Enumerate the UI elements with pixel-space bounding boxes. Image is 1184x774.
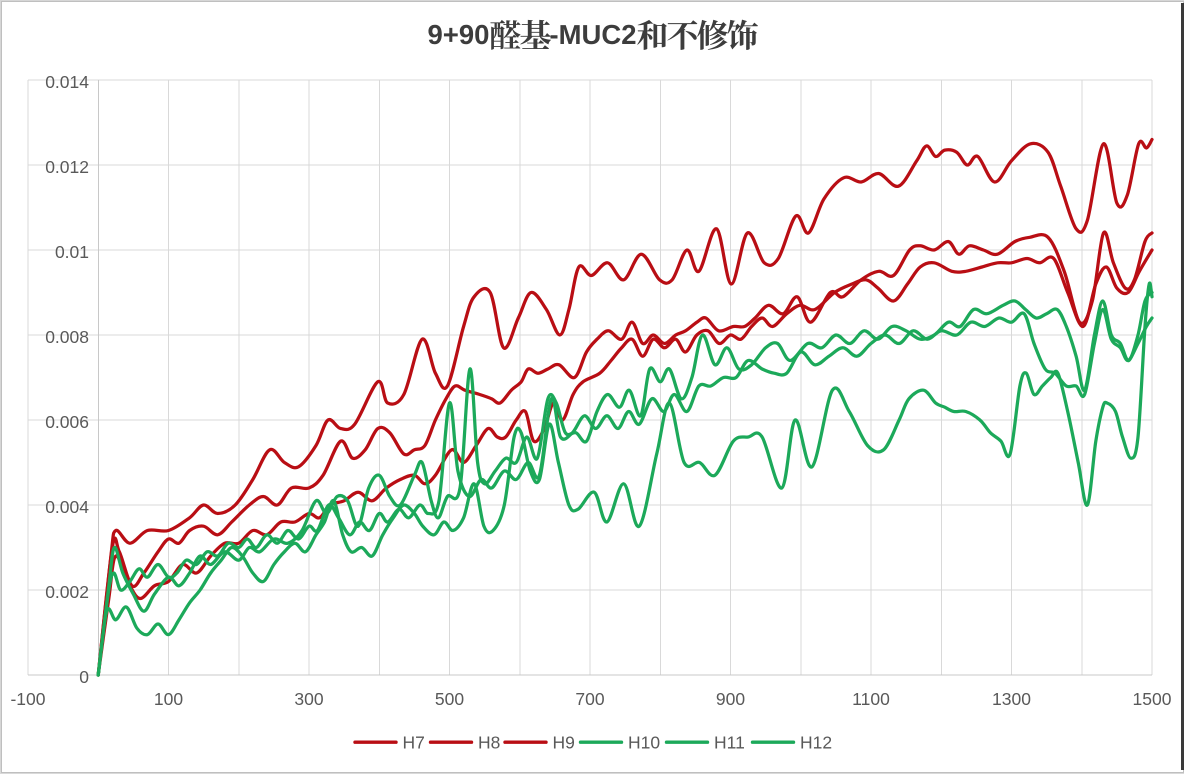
svg-text:0: 0 — [79, 667, 89, 687]
svg-text:100: 100 — [154, 689, 183, 709]
svg-text:1100: 1100 — [852, 689, 890, 709]
svg-text:1500: 1500 — [1133, 689, 1172, 709]
svg-text:H10: H10 — [628, 733, 660, 753]
svg-text:0.004: 0.004 — [45, 497, 89, 517]
svg-text:H9: H9 — [553, 733, 575, 753]
svg-text:H12: H12 — [800, 733, 832, 753]
svg-text:0.012: 0.012 — [45, 157, 89, 177]
svg-text:900: 900 — [716, 689, 745, 709]
svg-text:1300: 1300 — [992, 689, 1031, 709]
svg-text:0.002: 0.002 — [45, 582, 89, 602]
svg-text:300: 300 — [294, 689, 323, 709]
svg-text:700: 700 — [575, 689, 604, 709]
svg-text:0.01: 0.01 — [55, 242, 89, 262]
svg-text:0.008: 0.008 — [45, 327, 89, 347]
svg-text:0.006: 0.006 — [45, 412, 89, 432]
svg-text:500: 500 — [435, 689, 464, 709]
svg-text:-100: -100 — [10, 689, 45, 709]
svg-text:H11: H11 — [714, 733, 745, 753]
svg-text:H7: H7 — [403, 733, 425, 753]
svg-text:H8: H8 — [478, 733, 500, 753]
svg-text:0.014: 0.014 — [45, 72, 89, 92]
